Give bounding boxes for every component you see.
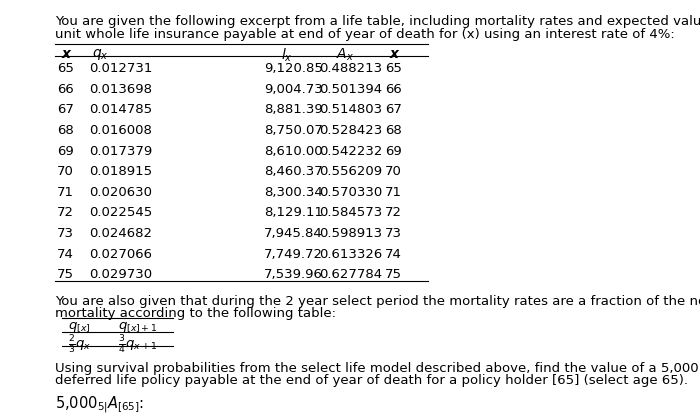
Text: 0.029730: 0.029730 xyxy=(90,268,153,281)
Text: $\frac{3}{4}q_{x+1}$: $\frac{3}{4}q_{x+1}$ xyxy=(118,334,158,356)
Text: 0.016008: 0.016008 xyxy=(90,124,153,137)
Text: x: x xyxy=(389,47,398,61)
Text: 8,460.37: 8,460.37 xyxy=(265,165,323,178)
Text: You are also given that during the 2 year select period the mortality rates are : You are also given that during the 2 yea… xyxy=(55,295,700,307)
Text: 9,120.85: 9,120.85 xyxy=(264,62,323,75)
Text: $q_{[x]+1}$: $q_{[x]+1}$ xyxy=(118,320,158,334)
Text: 0.012731: 0.012731 xyxy=(89,62,153,75)
Text: $l_x$: $l_x$ xyxy=(281,47,293,64)
Text: 74: 74 xyxy=(386,248,402,261)
Text: 0.488213: 0.488213 xyxy=(319,62,382,75)
Text: 0.528423: 0.528423 xyxy=(319,124,383,137)
Text: 0.013698: 0.013698 xyxy=(90,83,153,96)
Text: 69: 69 xyxy=(386,145,402,158)
Text: 67: 67 xyxy=(57,104,74,116)
Text: 72: 72 xyxy=(385,206,402,220)
Text: $5{,}000_{5|}A_{[65]}$:: $5{,}000_{5|}A_{[65]}$: xyxy=(55,394,144,415)
Text: 0.598913: 0.598913 xyxy=(319,227,382,240)
Text: 0.514803: 0.514803 xyxy=(319,104,382,116)
Text: 71: 71 xyxy=(57,186,74,199)
Text: You are given the following excerpt from a life table, including mortality rates: You are given the following excerpt from… xyxy=(55,15,700,28)
Text: $A_x$: $A_x$ xyxy=(337,47,354,63)
Text: 0.017379: 0.017379 xyxy=(90,145,153,158)
Text: 8,129.11: 8,129.11 xyxy=(264,206,323,220)
Text: x: x xyxy=(61,47,70,61)
Text: 73: 73 xyxy=(57,227,74,240)
Text: 7,749.72: 7,749.72 xyxy=(264,248,323,261)
Text: 8,750.07: 8,750.07 xyxy=(264,124,323,137)
Text: 72: 72 xyxy=(57,206,74,220)
Text: 0.570330: 0.570330 xyxy=(319,186,383,199)
Text: 9,004.73: 9,004.73 xyxy=(265,83,323,96)
Text: 0.020630: 0.020630 xyxy=(90,186,153,199)
Text: deferred life policy payable at the end of year of death for a policy holder [65: deferred life policy payable at the end … xyxy=(55,374,688,387)
Text: 8,300.34: 8,300.34 xyxy=(265,186,323,199)
Text: 75: 75 xyxy=(385,268,402,281)
Text: 69: 69 xyxy=(57,145,74,158)
Text: 0.584573: 0.584573 xyxy=(319,206,383,220)
Text: 0.627784: 0.627784 xyxy=(319,268,382,281)
Text: 71: 71 xyxy=(385,186,402,199)
Text: $q_{[x]}$: $q_{[x]}$ xyxy=(69,320,90,334)
Text: 0.501394: 0.501394 xyxy=(319,83,382,96)
Text: 8,881.39: 8,881.39 xyxy=(265,104,323,116)
Text: 8,610.00: 8,610.00 xyxy=(265,145,323,158)
Text: 68: 68 xyxy=(386,124,402,137)
Text: 0.613326: 0.613326 xyxy=(319,248,383,261)
Text: 68: 68 xyxy=(57,124,74,137)
Text: 0.022545: 0.022545 xyxy=(90,206,153,220)
Text: 0.027066: 0.027066 xyxy=(90,248,153,261)
Text: $\frac{2}{3}q_x$: $\frac{2}{3}q_x$ xyxy=(68,334,91,356)
Text: $q_x$: $q_x$ xyxy=(92,47,108,62)
Text: 74: 74 xyxy=(57,248,74,261)
Text: unit whole life insurance payable at end of year of death for (x) using an inter: unit whole life insurance payable at end… xyxy=(55,28,675,41)
Text: 70: 70 xyxy=(386,165,402,178)
Text: 0.556209: 0.556209 xyxy=(319,165,382,178)
Text: 0.018915: 0.018915 xyxy=(90,165,153,178)
Text: mortality according to the following table:: mortality according to the following tab… xyxy=(55,307,336,320)
Text: 0.024682: 0.024682 xyxy=(90,227,153,240)
Text: 7,539.96: 7,539.96 xyxy=(264,268,323,281)
Text: 67: 67 xyxy=(386,104,402,116)
Text: Using survival probabilities from the select life model described above, find th: Using survival probabilities from the se… xyxy=(55,362,700,375)
Text: 65: 65 xyxy=(386,62,402,75)
Text: 0.014785: 0.014785 xyxy=(90,104,153,116)
Text: 70: 70 xyxy=(57,165,74,178)
Text: 0.542232: 0.542232 xyxy=(319,145,383,158)
Text: 66: 66 xyxy=(57,83,74,96)
Text: 66: 66 xyxy=(386,83,402,96)
Text: 7,945.84: 7,945.84 xyxy=(265,227,323,240)
Text: 65: 65 xyxy=(57,62,74,75)
Text: 75: 75 xyxy=(57,268,74,281)
Text: 73: 73 xyxy=(385,227,402,240)
